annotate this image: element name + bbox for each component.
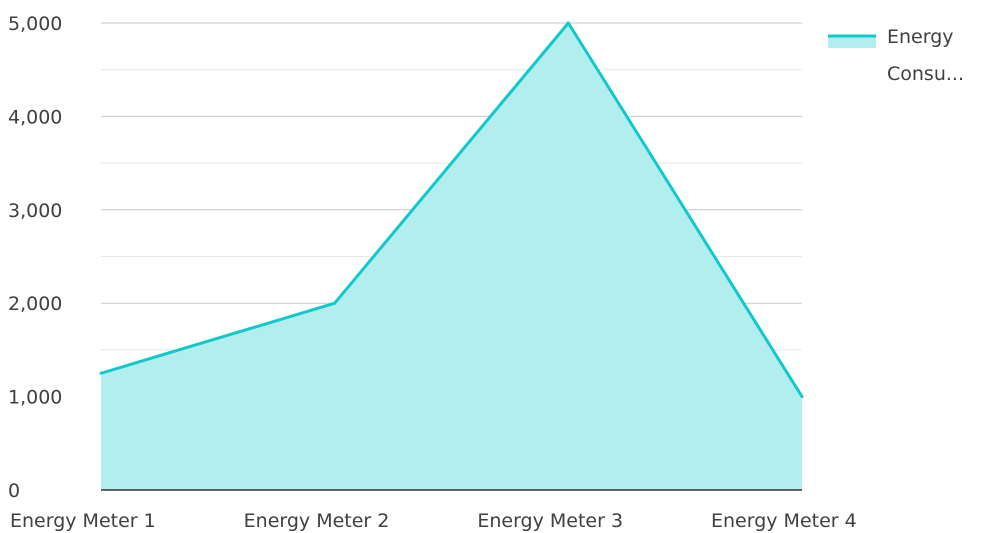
legend[interactable]: Energy Consu... [828,26,964,85]
y-tick-label: 1,000 [8,387,62,409]
x-tick-label: Energy Meter 1 [10,510,156,532]
data-point [566,21,570,25]
y-tick-label: 4,000 [8,106,62,128]
legend-swatch [828,35,876,48]
y-tick-label: 5,000 [8,13,62,35]
series-line [100,21,804,398]
legend-label-line-2: Consu... [887,63,964,85]
x-tick-label: Energy Meter 3 [477,510,623,532]
x-tick-label: Energy Meter 2 [244,510,390,532]
y-tick-label: 3,000 [8,200,62,222]
y-tick-label: 2,000 [8,293,62,315]
y-axis-ticks: 0 1,000 2,000 3,000 4,000 5,000 [8,13,62,502]
data-point [333,301,337,305]
y-tick-label: 0 [8,480,20,502]
series-area-fill [101,23,802,490]
legend-label-line-1: Energy [887,26,954,48]
data-point [800,395,804,399]
x-tick-label: Energy Meter 4 [711,510,857,532]
x-axis-ticks: Energy Meter 1 Energy Meter 2 Energy Meter… [10,510,857,532]
data-point [99,371,103,375]
